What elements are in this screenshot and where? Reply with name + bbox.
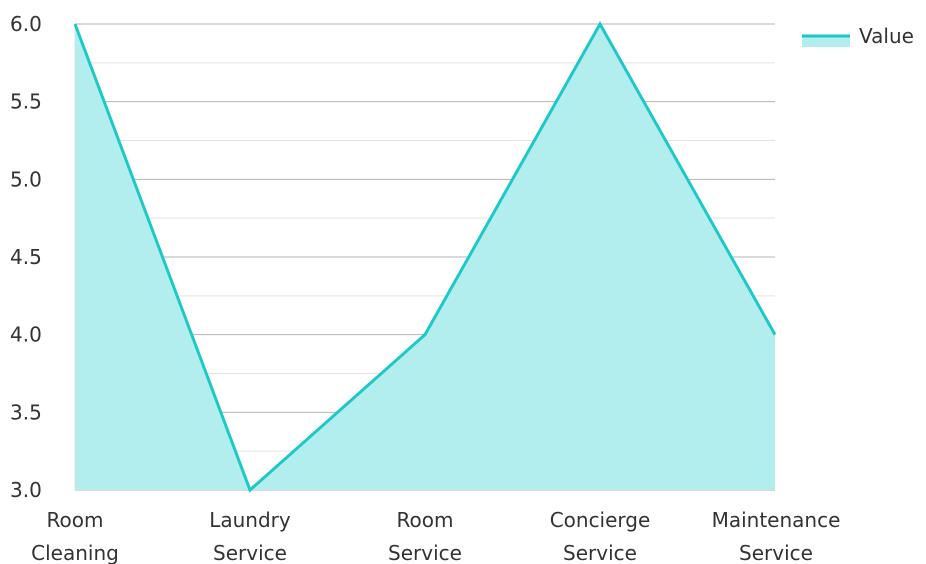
y-tick-label: 3.0	[10, 478, 42, 502]
y-axis-tick-labels: 3.0 3.5 4.0 4.5 5.0 5.5 6.0	[10, 12, 42, 502]
legend-swatch-fill	[802, 36, 850, 47]
series-area-value	[75, 24, 775, 490]
y-tick-label: 6.0	[10, 12, 42, 36]
x-axis-tick-labels: Room Cleaning Laundry Service Room Service Con…	[31, 508, 840, 564]
legend-label-value: Value	[859, 24, 914, 48]
y-tick-label: 4.0	[10, 323, 42, 347]
y-tick-label: 3.5	[10, 400, 42, 424]
series-line-value	[73, 20, 777, 493]
y-tick-label: 5.5	[10, 90, 42, 114]
y-tick-label: 4.5	[10, 245, 42, 269]
x-tick-label: Concierge Service	[550, 508, 651, 564]
legend: Value	[802, 24, 914, 48]
x-tick-label: Maintenance Service	[712, 508, 841, 564]
x-tick-label: Room Service	[388, 508, 462, 564]
x-tick-label: Laundry Service	[209, 508, 291, 564]
y-tick-label: 5.0	[10, 167, 42, 191]
x-tick-label: Room Cleaning	[31, 508, 119, 564]
